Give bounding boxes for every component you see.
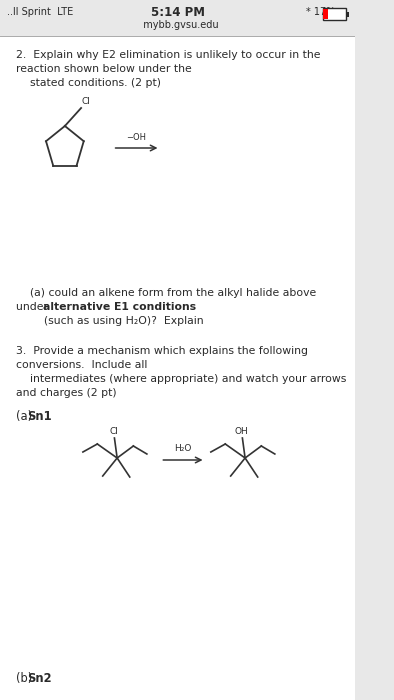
Text: intermediates (where appropriate) and watch your arrows: intermediates (where appropriate) and wa…: [16, 374, 347, 384]
Text: (such as using H₂O)?  Explain: (such as using H₂O)? Explain: [16, 316, 204, 326]
Bar: [0, 0, 355, 36]
Text: Cl: Cl: [109, 427, 118, 436]
Text: (b): (b): [16, 672, 36, 685]
Text: reaction shown below under the: reaction shown below under the: [16, 64, 192, 74]
Text: ..ll Sprint  LTE: ..ll Sprint LTE: [7, 7, 73, 17]
Text: alternative E1 conditions: alternative E1 conditions: [43, 302, 196, 312]
Text: mybb.gvsu.edu: mybb.gvsu.edu: [137, 20, 218, 30]
Text: stated conditions. (2 pt): stated conditions. (2 pt): [16, 78, 161, 88]
Text: and charges (2 pt): and charges (2 pt): [16, 388, 117, 398]
Bar: [346, 12, 349, 17]
Text: −OH: −OH: [126, 133, 147, 142]
Text: Sn1: Sn1: [27, 410, 52, 423]
Text: under: under: [16, 302, 52, 312]
Text: Sn2: Sn2: [27, 672, 52, 685]
Text: (a) could an alkene form from the alkyl halide above: (a) could an alkene form from the alkyl …: [16, 288, 316, 298]
Text: (a): (a): [16, 410, 36, 423]
Text: * 17%: * 17%: [307, 7, 336, 17]
Text: conversions.  Include all: conversions. Include all: [16, 360, 148, 370]
Text: 3.  Provide a mechanism which explains the following: 3. Provide a mechanism which explains th…: [16, 346, 308, 356]
Bar: [323, 8, 346, 20]
Text: OH: OH: [234, 427, 248, 436]
Text: 5:14 PM: 5:14 PM: [151, 6, 204, 19]
Text: 2.  Explain why E2 elimination is unlikely to occur in the: 2. Explain why E2 elimination is unlikel…: [16, 50, 321, 60]
Bar: [323, 9, 328, 19]
Text: Cl: Cl: [82, 97, 91, 106]
Text: H₂O: H₂O: [174, 444, 191, 453]
